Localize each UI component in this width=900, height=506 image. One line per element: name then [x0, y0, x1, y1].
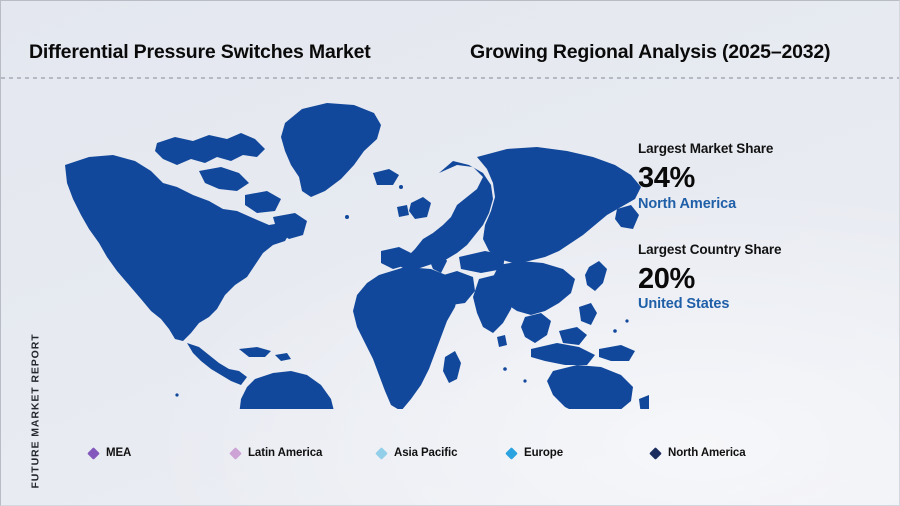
- north-america-shape: [65, 155, 291, 341]
- italy-shape: [429, 249, 447, 273]
- island-dot-5: [613, 329, 617, 333]
- stat-region-country-share: United States: [638, 296, 730, 313]
- arctic-islands-shape: [155, 133, 265, 165]
- south-asia-shape: [473, 275, 515, 333]
- south-america-shape: [239, 371, 334, 409]
- borneo-shape: [559, 327, 587, 345]
- world-map-svg: [65, 103, 649, 409]
- legend-item-latin-america[interactable]: Latin America: [229, 446, 323, 460]
- new-zealand-shape: [639, 395, 649, 409]
- map-legend: MEA Latin America Asia Pacific Europe No…: [87, 446, 789, 469]
- madagascar-shape: [443, 351, 461, 383]
- southeast-asia-shape: [521, 313, 551, 343]
- island-dot-8: [345, 215, 349, 219]
- stat-value-market-share: 34%: [638, 162, 695, 194]
- stat-caption-market-share: Largest Market Share: [638, 141, 774, 156]
- stat-region-market-share: North America: [638, 195, 737, 212]
- map-landmasses: [65, 103, 649, 409]
- brand-vertical-text: FUTURE MARKET REPORT: [30, 333, 42, 489]
- iberia-shape: [381, 247, 411, 269]
- world-map: [59, 99, 649, 409]
- page-title-right: Growing Regional Analysis (2025–2032): [470, 41, 831, 63]
- island-dot-4: [523, 379, 527, 383]
- africa-shape: [353, 267, 459, 409]
- legend-label-asia-pacific: Asia Pacific: [394, 447, 458, 459]
- japan-shape: [585, 261, 607, 291]
- legend-label-europe: Europe: [524, 447, 564, 459]
- arctic-island-c-shape: [245, 191, 281, 213]
- british-isles-shape: [409, 197, 431, 219]
- legend-dot-north-america: [649, 446, 662, 460]
- legend-dot-asia-pacific: [375, 446, 388, 460]
- legend-item-europe[interactable]: Europe: [505, 446, 564, 460]
- legend-dot-latin-america: [229, 446, 242, 460]
- stat-caption-country-share: Largest Country Share: [638, 241, 782, 257]
- island-dot-6: [625, 319, 629, 323]
- caribbean-small-shape: [275, 353, 291, 361]
- legend-dot-mea: [87, 446, 100, 460]
- russia-siberia-shape: [477, 147, 641, 263]
- greenland-shape: [281, 103, 381, 197]
- central-america-shape: [187, 343, 247, 385]
- australia-shape: [547, 365, 633, 409]
- indonesia-shape: [531, 343, 595, 365]
- stats-panel: Largest Market Share 34% North America L…: [638, 141, 888, 312]
- arctic-island-b-shape: [199, 167, 249, 191]
- header-bar: Differential Pressure Switches Market Gr…: [1, 1, 899, 77]
- iceland-shape: [373, 169, 399, 185]
- page-title-left: Differential Pressure Switches Market: [29, 41, 371, 63]
- legend-label-north-america: North America: [668, 447, 746, 459]
- legend-label-latin-america: Latin America: [248, 447, 323, 459]
- legend-dot-europe: [505, 446, 518, 460]
- legend-label-mea: MEA: [106, 447, 132, 459]
- east-asia-shape: [493, 261, 575, 315]
- caribbean-islands-shape: [239, 347, 271, 357]
- legend-item-north-america[interactable]: North America: [649, 446, 746, 460]
- brand-vertical-label: FUTURE MARKET REPORT: [27, 237, 45, 488]
- stat-block-market-share: Largest Market Share 34% North America: [638, 141, 888, 212]
- legend-item-mea[interactable]: MEA: [87, 446, 132, 460]
- legend-item-asia-pacific[interactable]: Asia Pacific: [375, 446, 458, 460]
- labrador-shape: [273, 213, 307, 239]
- island-dot-9: [175, 393, 179, 397]
- island-dot-7: [399, 185, 403, 189]
- central-asia-shape: [459, 251, 505, 273]
- new-guinea-shape: [599, 345, 635, 361]
- island-dot-10: [577, 383, 581, 387]
- philippines-shape: [579, 303, 597, 325]
- europe-shape: [401, 161, 493, 271]
- island-dot-3: [503, 367, 507, 371]
- header-divider: [1, 77, 899, 79]
- stat-value-country-share: 20%: [638, 262, 695, 295]
- ireland-shape: [397, 205, 409, 217]
- kamchatka-shape: [615, 205, 639, 229]
- sri-lanka-shape: [497, 335, 507, 347]
- stat-block-country-share: Largest Country Share 20% United States: [638, 242, 888, 313]
